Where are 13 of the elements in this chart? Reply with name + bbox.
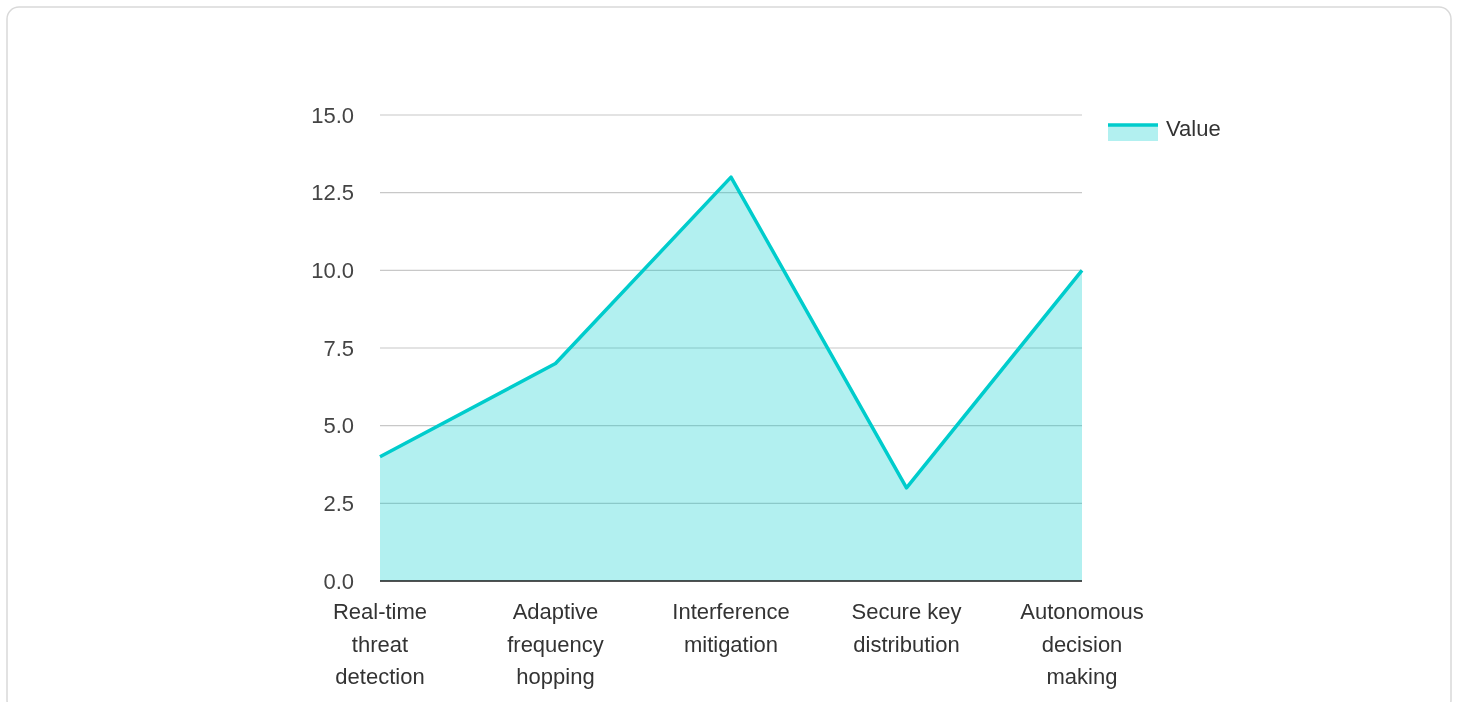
y-tick-label: 12.5	[311, 180, 354, 206]
x-tick-label: Adaptive frequency hopping	[507, 599, 604, 689]
y-tick-label: 7.5	[323, 335, 354, 361]
legend-label: Value	[1166, 115, 1221, 141]
y-tick-label: 10.0	[311, 258, 354, 284]
x-tick-label: Real-time threat detection	[332, 599, 428, 689]
x-tick-label: Secure key distribution	[851, 599, 962, 657]
y-tick-label: 0.0	[323, 568, 354, 594]
y-tick-label: 15.0	[311, 102, 354, 128]
y-tick-label: 2.5	[323, 491, 354, 517]
y-tick-label: 5.0	[323, 413, 354, 439]
x-tick-label: Interference mitigation	[672, 599, 790, 657]
x-tick-label: Autonomous decision making	[1020, 599, 1144, 689]
